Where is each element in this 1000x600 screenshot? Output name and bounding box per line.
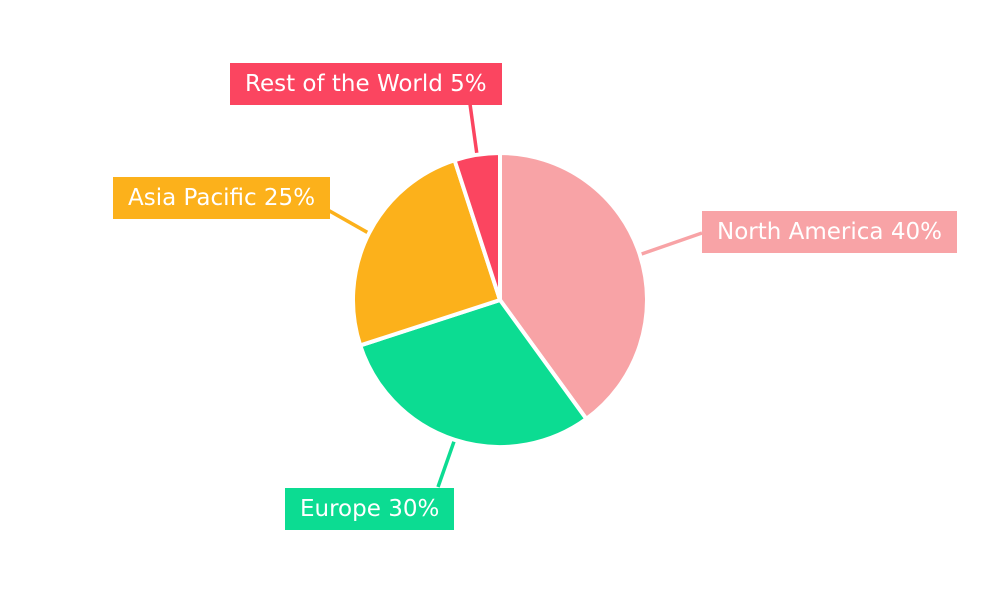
leader-line-north-america (639, 231, 703, 257)
pie-slice-asia-pacific (351, 158, 502, 348)
label-asia-pacific: Asia Pacific 25% (113, 177, 331, 219)
leader-line-europe (436, 439, 457, 488)
label-rest-of-the-world: Rest of the World 5% (230, 63, 502, 105)
label-north-america: North America 40% (702, 211, 957, 253)
label-europe: Europe 30% (285, 488, 455, 530)
leader-line-rest-of-the-world (468, 103, 479, 156)
pie-slice-rest-of-the-world (452, 151, 502, 302)
pie-slice-north-america (498, 151, 649, 421)
pie-slice-europe (358, 298, 589, 449)
